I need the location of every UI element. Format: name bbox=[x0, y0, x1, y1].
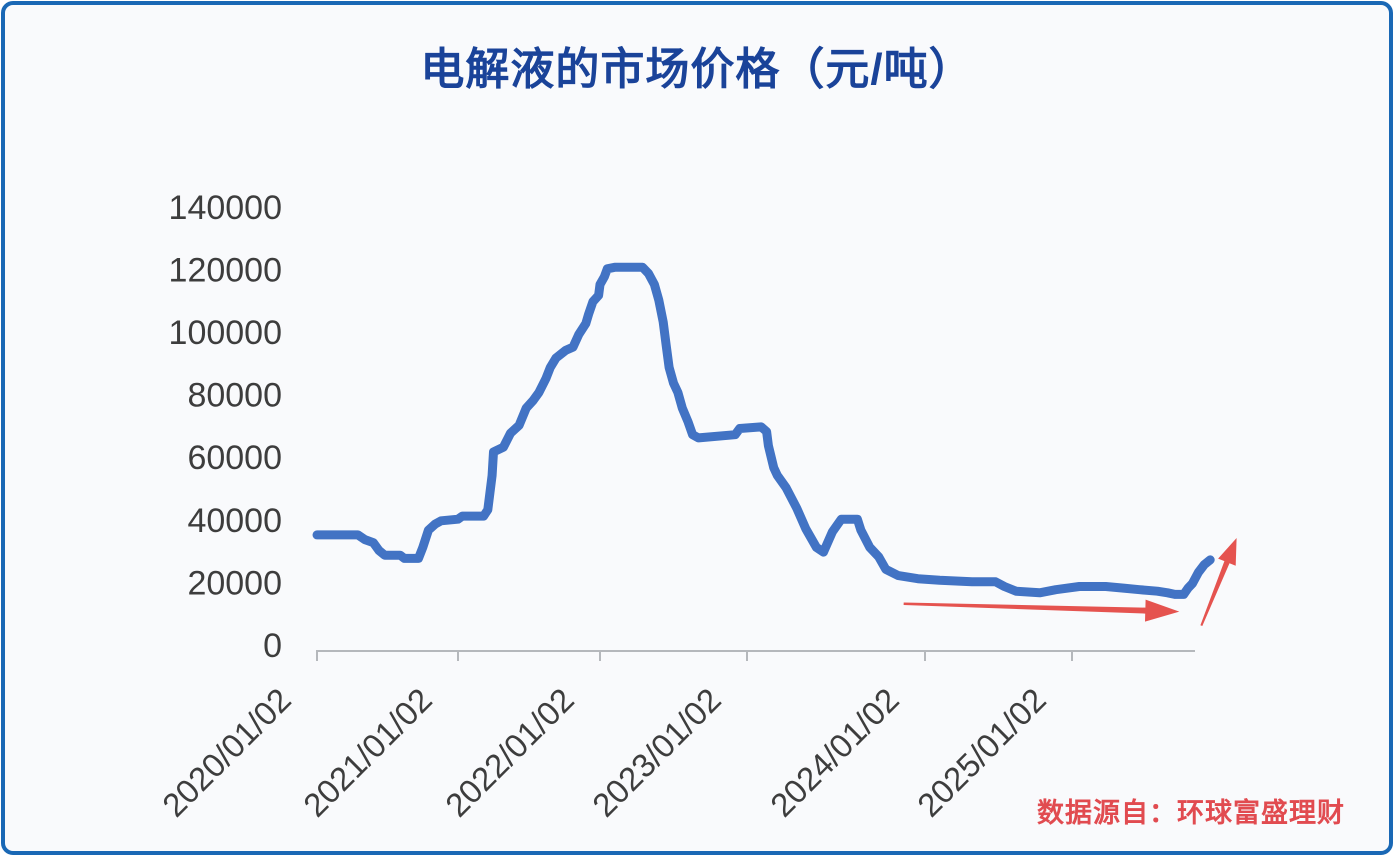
price-series-line bbox=[312, 262, 1215, 599]
x-axis-label: 2024/01/02 bbox=[763, 681, 906, 824]
y-axis-label: 120000 bbox=[169, 251, 282, 289]
y-axis-label: 60000 bbox=[187, 439, 282, 477]
x-axis-label: 2021/01/02 bbox=[296, 681, 439, 824]
x-axis-label: 2023/01/02 bbox=[585, 681, 728, 824]
x-axis-label: 2022/01/02 bbox=[438, 681, 581, 824]
chart-title: 电解液的市场价格（元/吨） bbox=[420, 45, 974, 94]
x-axis-label: 2025/01/02 bbox=[910, 681, 1053, 824]
x-axis-label: 2020/01/02 bbox=[155, 681, 298, 824]
y-axis-label: 100000 bbox=[169, 314, 282, 352]
x-axis-line bbox=[316, 650, 1195, 661]
y-axis-label: 0 bbox=[263, 627, 282, 665]
trend-arrow-long bbox=[903, 599, 1180, 622]
data-source-label: 数据源自：环球富盛理财 bbox=[1037, 798, 1345, 828]
y-axis-label: 140000 bbox=[169, 189, 282, 227]
trend-arrow-up bbox=[1200, 538, 1237, 626]
y-axis-label: 20000 bbox=[187, 564, 282, 602]
y-axis-label: 40000 bbox=[187, 502, 282, 540]
y-axis-label: 80000 bbox=[187, 377, 282, 415]
